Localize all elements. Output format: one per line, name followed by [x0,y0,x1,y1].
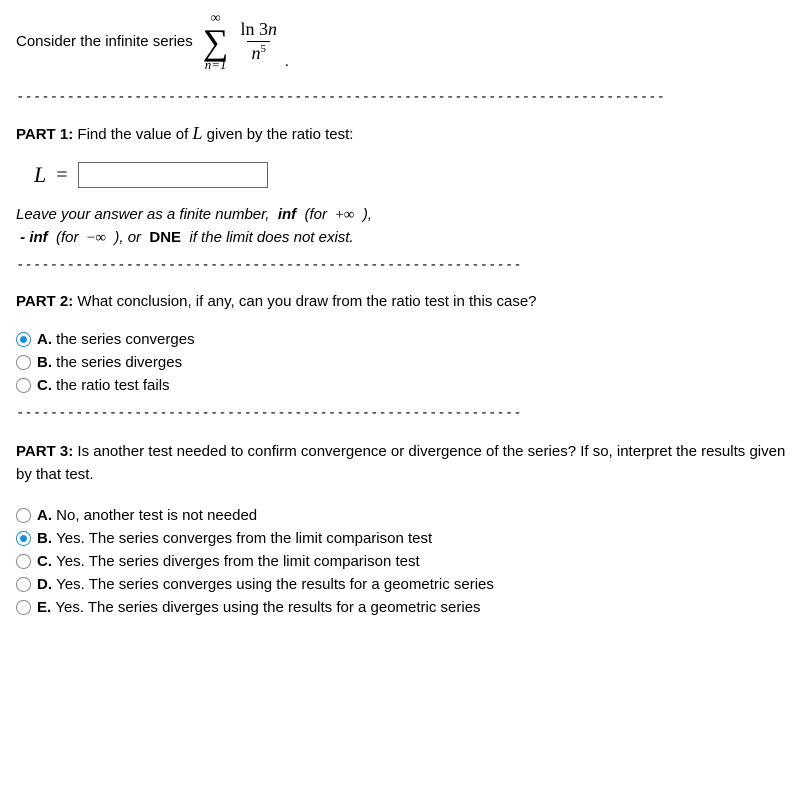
period: . [285,54,289,71]
option-text: the series converges [56,331,194,348]
hint-1a: Leave your answer as a finite number, [16,206,269,223]
option-label: A. No, another test is not needed [37,507,257,524]
part1-text2: given by the ratio test: [207,126,354,143]
part3-options: A. No, another test is not neededB. Yes.… [16,504,788,619]
part3-text: Is another test needed to confirm conver… [16,443,785,483]
part3-label: PART 3: [16,443,73,460]
sigma: ∞ ∑ n=1 [203,12,229,71]
hint-1c: ), [363,206,372,223]
divider-1: ----------------------------------------… [16,89,788,105]
option-text: the ratio test fails [56,377,169,394]
part1-text: Find the value of [77,126,188,143]
option-text: Yes. The series diverges from the limit … [56,553,420,570]
intro-text: Consider the infinite series [16,33,193,50]
hint-pinf: +∞ [335,207,354,223]
hint: Leave your answer as a finite number, in… [16,204,788,249]
part3-option-A[interactable]: A. No, another test is not needed [16,504,788,527]
hint-2b: ), or [114,229,141,246]
option-label: D. Yes. The series converges using the r… [37,576,494,593]
option-letter: D. [37,576,56,593]
option-text: No, another test is not needed [56,507,257,524]
option-text: Yes. The series converges from the limit… [56,530,432,547]
part1-heading: PART 1: Find the value of L given by the… [16,123,788,144]
part1-var: L [192,123,202,143]
option-label: B. Yes. The series converges from the li… [37,530,432,547]
option-letter: C. [37,553,56,570]
radio-button[interactable] [16,332,31,347]
option-label: B. the series diverges [37,354,182,371]
part2-heading: PART 2: What conclusion, if any, can you… [16,293,788,310]
part2-options: A. the series convergesB. the series div… [16,328,788,397]
radio-button[interactable] [16,577,31,592]
sigma-symbol: ∑ [203,26,229,58]
radio-button[interactable] [16,508,31,523]
series-expression: ∞ ∑ n=1 ln 3n n5 . [199,12,289,71]
part1-label: PART 1: [16,126,73,143]
part2-option-B[interactable]: B. the series diverges [16,351,788,374]
L-symbol: L [34,162,46,188]
radio-button[interactable] [16,531,31,546]
divider-2: ----------------------------------------… [16,257,788,273]
option-letter: A. [37,507,56,524]
hint-ninf-lbl: - inf [20,229,48,246]
part3-option-B[interactable]: B. Yes. The series converges from the li… [16,527,788,550]
part3-heading: PART 3: Is another test needed to confir… [16,441,788,486]
part2-option-C[interactable]: C. the ratio test fails [16,374,788,397]
option-label: A. the series converges [37,331,195,348]
option-letter: A. [37,331,56,348]
option-label: C. Yes. The series diverges from the lim… [37,553,420,570]
hint-1b: (for [305,206,328,223]
part3-option-C[interactable]: C. Yes. The series diverges from the lim… [16,550,788,573]
radio-button[interactable] [16,378,31,393]
equals: = [56,164,67,187]
intro: Consider the infinite series ∞ ∑ n=1 ln … [16,12,788,71]
radio-button[interactable] [16,600,31,615]
option-text: Yes. The series diverges using the resul… [55,599,480,616]
L-input[interactable] [78,162,268,188]
option-letter: C. [37,377,56,394]
sigma-lower: n=1 [205,58,227,71]
radio-button[interactable] [16,554,31,569]
hint-ninf: −∞ [87,230,106,246]
option-text: Yes. The series converges using the resu… [56,576,494,593]
part3-option-E[interactable]: E. Yes. The series diverges using the re… [16,596,788,619]
option-letter: E. [37,599,55,616]
option-text: the series diverges [56,354,182,371]
part2-text: What conclusion, if any, can you draw fr… [77,293,536,310]
divider-3: ----------------------------------------… [16,405,788,421]
option-label: C. the ratio test fails [37,377,170,394]
fraction-num: ln 3n [236,20,281,41]
part2-option-A[interactable]: A. the series converges [16,328,788,351]
answer-row: L = [34,162,788,188]
option-letter: B. [37,354,56,371]
part2-label: PART 2: [16,293,73,310]
fraction-den: n5 [247,41,270,64]
option-label: E. Yes. The series diverges using the re… [37,599,481,616]
hint-dne: DNE [149,229,181,246]
part3-option-D[interactable]: D. Yes. The series converges using the r… [16,573,788,596]
radio-button[interactable] [16,355,31,370]
fraction: ln 3n n5 [236,20,281,64]
hint-2a: (for [56,229,79,246]
hint-2c: if the limit does not exist. [189,229,353,246]
hint-inf: inf [278,206,296,223]
option-letter: B. [37,530,56,547]
